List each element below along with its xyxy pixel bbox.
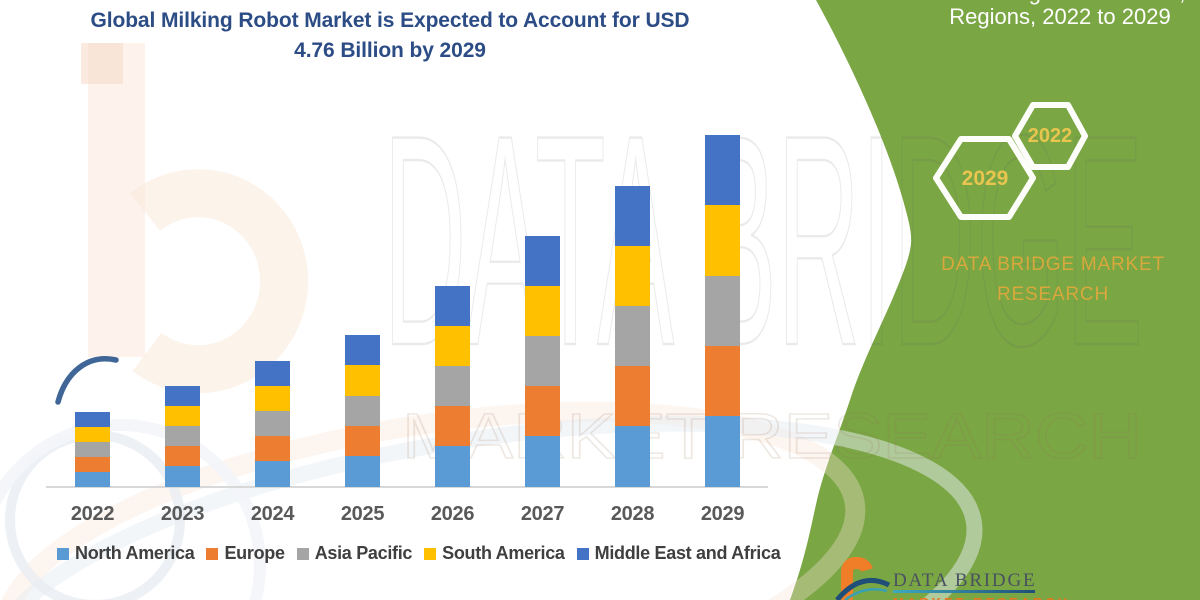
bar-segment-asia-pacific — [525, 335, 560, 387]
panel-heading: Regions, 2022 to 2029 — [949, 4, 1171, 29]
footer-underline — [893, 590, 1035, 593]
bar-segment-south-america — [615, 245, 650, 306]
bar-segment-south-america — [525, 285, 560, 336]
chart-title-line2: 4.76 Billion by 2029 — [294, 39, 486, 62]
brand-name-line2: RESEARCH — [997, 284, 1109, 305]
bar-segment-europe — [705, 345, 740, 417]
bar-segment-middle-east-and-africa — [345, 335, 380, 366]
footer-b-logo-icon — [835, 557, 891, 600]
bar-segment-middle-east-and-africa — [705, 135, 740, 206]
bar-segment-asia-pacific — [435, 366, 470, 407]
bar-segment-south-america — [705, 205, 740, 276]
hexagon-2029-icon — [933, 136, 1036, 220]
bar-segment-asia-pacific — [705, 275, 740, 346]
chart-title: Global Milking Robot Market is Expected … — [60, 6, 720, 66]
bar-segment-south-america — [345, 365, 380, 396]
hexagon-year-2029: 2029 — [961, 167, 1009, 190]
footer-wordmark: DATA BRIDGE — [893, 570, 1037, 591]
panel-heading-clipped-line: Global Milking Robot Market, By — [880, 0, 1200, 6]
bar-segment-middle-east-and-africa — [525, 235, 560, 286]
bar-segment-middle-east-and-africa — [615, 185, 650, 246]
hexagons-graphic — [933, 102, 1088, 220]
bar-segment-south-america — [435, 326, 470, 367]
chart-title-line1: Global Milking Robot Market is Expected … — [90, 9, 690, 32]
bar-segment-asia-pacific — [615, 305, 650, 367]
hexagon-2022-icon — [1012, 102, 1088, 170]
brand-name: DATA BRIDGE MARKET RESEARCH — [903, 250, 1200, 310]
footer-subtext: MARKET RESEARCH — [893, 595, 1070, 600]
bar-segment-middle-east-and-africa — [435, 286, 470, 327]
brand-name-line1: DATA BRIDGE MARKET — [941, 254, 1165, 275]
hexagon-year-2022: 2022 — [1027, 125, 1073, 147]
